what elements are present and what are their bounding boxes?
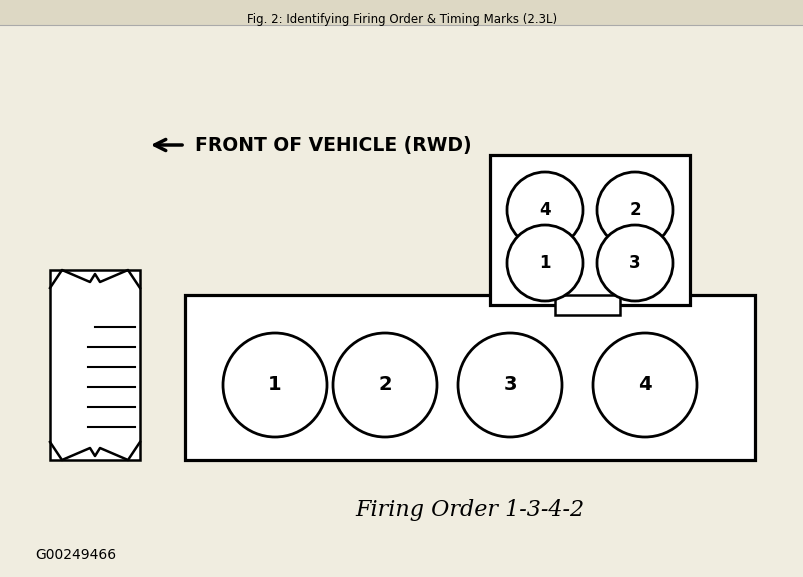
- Bar: [554, 295, 619, 315]
- Text: 1: 1: [539, 254, 550, 272]
- Circle shape: [597, 172, 672, 248]
- Text: Firing Order 1-3-4-2: Firing Order 1-3-4-2: [355, 499, 584, 521]
- Bar: [185, 295, 754, 460]
- Circle shape: [593, 333, 696, 437]
- Bar: [0, 0, 803, 25]
- Text: 4: 4: [638, 376, 651, 395]
- Text: 1: 1: [268, 376, 282, 395]
- Text: 2: 2: [377, 376, 391, 395]
- Bar: [50, 270, 140, 460]
- Text: G00249466: G00249466: [35, 548, 116, 562]
- Text: 3: 3: [629, 254, 640, 272]
- Bar: [489, 155, 689, 305]
- Text: 4: 4: [539, 201, 550, 219]
- Text: Fig. 2: Identifying Firing Order & Timing Marks (2.3L): Fig. 2: Identifying Firing Order & Timin…: [247, 13, 556, 26]
- Circle shape: [507, 225, 582, 301]
- Circle shape: [332, 333, 437, 437]
- Text: 3: 3: [503, 376, 516, 395]
- Text: FRONT OF VEHICLE (RWD): FRONT OF VEHICLE (RWD): [195, 136, 471, 155]
- Circle shape: [597, 225, 672, 301]
- Text: 2: 2: [629, 201, 640, 219]
- Circle shape: [507, 172, 582, 248]
- Circle shape: [222, 333, 327, 437]
- Circle shape: [458, 333, 561, 437]
